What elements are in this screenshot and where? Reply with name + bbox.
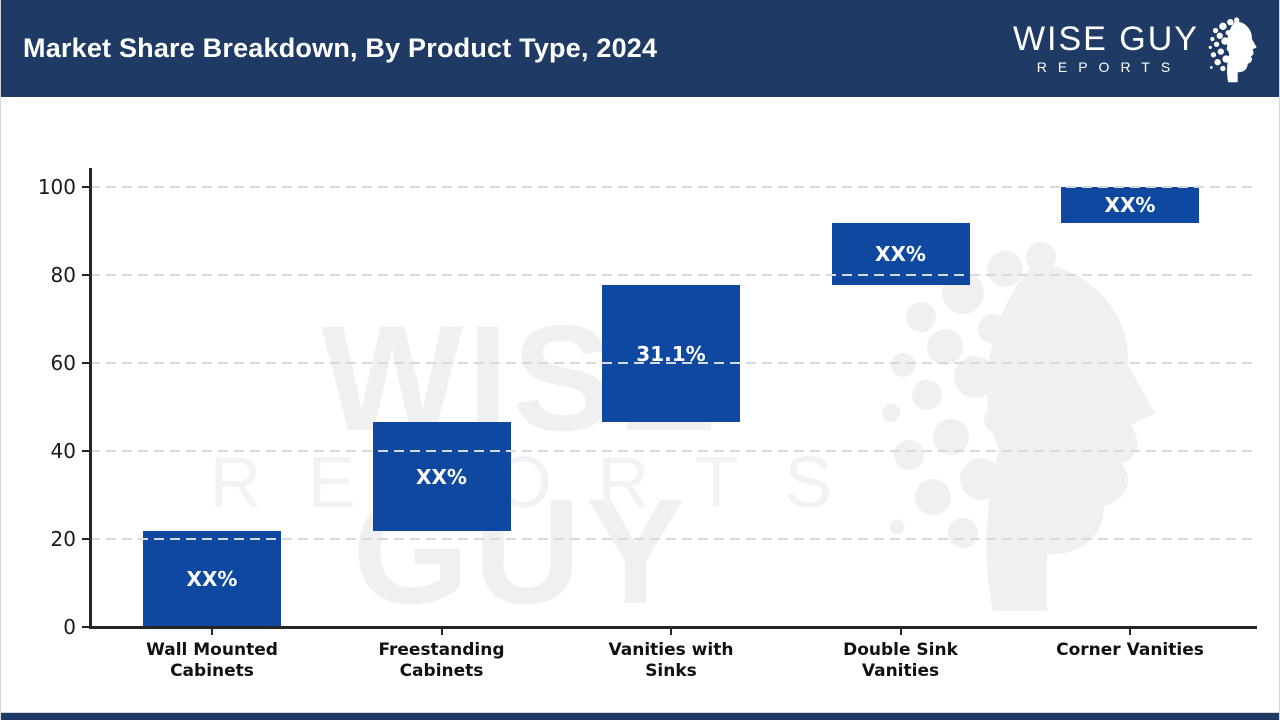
x-category-label: Double Sink Vanities	[786, 640, 1016, 682]
y-tick-mark	[82, 626, 90, 628]
gridline-40	[90, 449, 1257, 452]
y-tick-label: 20	[50, 526, 76, 551]
x-category-label: Wall Mounted Cabinets	[97, 640, 327, 682]
gridline-20	[90, 537, 1257, 540]
y-tick-label: 80	[50, 262, 76, 287]
y-tick-mark	[82, 449, 90, 452]
bar-value-label: 31.1%	[636, 341, 706, 366]
logo-face-icon	[1208, 16, 1257, 82]
bar-value-label: XX%	[1104, 192, 1156, 217]
chart-canvas: WISE GUY REPORTS XX% Wall Mounted Cabinets…	[1, 97, 1279, 713]
logo-subtitle: REPORTS	[1036, 59, 1182, 75]
x-category-label-line: Cabinets	[399, 661, 484, 681]
bar-3	[602, 285, 740, 423]
x-tick-mark	[899, 627, 902, 635]
y-tick-label: 40	[50, 438, 76, 463]
x-category-label-line: Vanities	[861, 661, 940, 681]
x-category-label-line: Cabinets	[170, 661, 254, 681]
x-category-label: Corner Vanities	[1015, 640, 1245, 661]
x-tick-mark	[211, 627, 213, 635]
x-axis-line	[89, 626, 1257, 629]
x-tick-mark	[670, 627, 672, 635]
x-category-label-line: Corner Vanities	[1056, 640, 1204, 660]
y-axis-line	[89, 168, 92, 629]
y-tick-mark	[82, 185, 90, 188]
y-tick-mark	[82, 537, 90, 540]
gridline-60	[90, 361, 1257, 364]
bar-value-label: XX%	[416, 464, 467, 489]
logo-wordmark: WISE GUY	[1012, 20, 1199, 58]
x-category-label-line: Double Sink	[843, 640, 958, 660]
plot-region: XX% Wall Mounted Cabinets XX% Freestanding Ca…	[1, 97, 1279, 713]
y-tick-mark	[82, 361, 90, 364]
y-tick-mark	[82, 273, 90, 276]
header-bar: Market Share Breakdown, By Product Type,…	[1, 0, 1279, 97]
gridline-100	[90, 185, 1257, 188]
watermark-text-line2: REPORTS	[209, 443, 879, 523]
bar-2	[372, 422, 511, 531]
x-category-label-line: Sinks	[645, 661, 697, 681]
wise-guy-reports-logo: WISE GUY REPORTS	[1013, 7, 1263, 91]
x-tick-mark	[1129, 627, 1131, 635]
bar-5	[1061, 186, 1199, 223]
y-tick-label: 100	[37, 174, 76, 199]
x-category-label-line: Vanities with	[608, 640, 734, 660]
gridline-80	[90, 273, 1257, 276]
x-category-label-line: Freestanding	[378, 640, 505, 660]
x-category-label: Freestanding Cabinets	[327, 640, 557, 682]
bar-value-label: XX%	[875, 241, 926, 266]
y-tick-label: 60	[50, 350, 76, 375]
bar-value-label: XX%	[186, 566, 238, 591]
x-category-label-line: Wall Mounted	[146, 640, 278, 660]
x-tick-mark	[440, 627, 443, 635]
footer-bar	[1, 713, 1279, 720]
bar-1	[143, 530, 281, 627]
x-category-label: Vanities with Sinks	[556, 640, 786, 682]
logo-text: WISE GUY REPORTS	[1013, 22, 1199, 75]
bottom-border-line	[1, 712, 1279, 713]
page-title: Market Share Breakdown, By Product Type,…	[23, 33, 658, 63]
y-tick-label: 0	[63, 615, 76, 639]
